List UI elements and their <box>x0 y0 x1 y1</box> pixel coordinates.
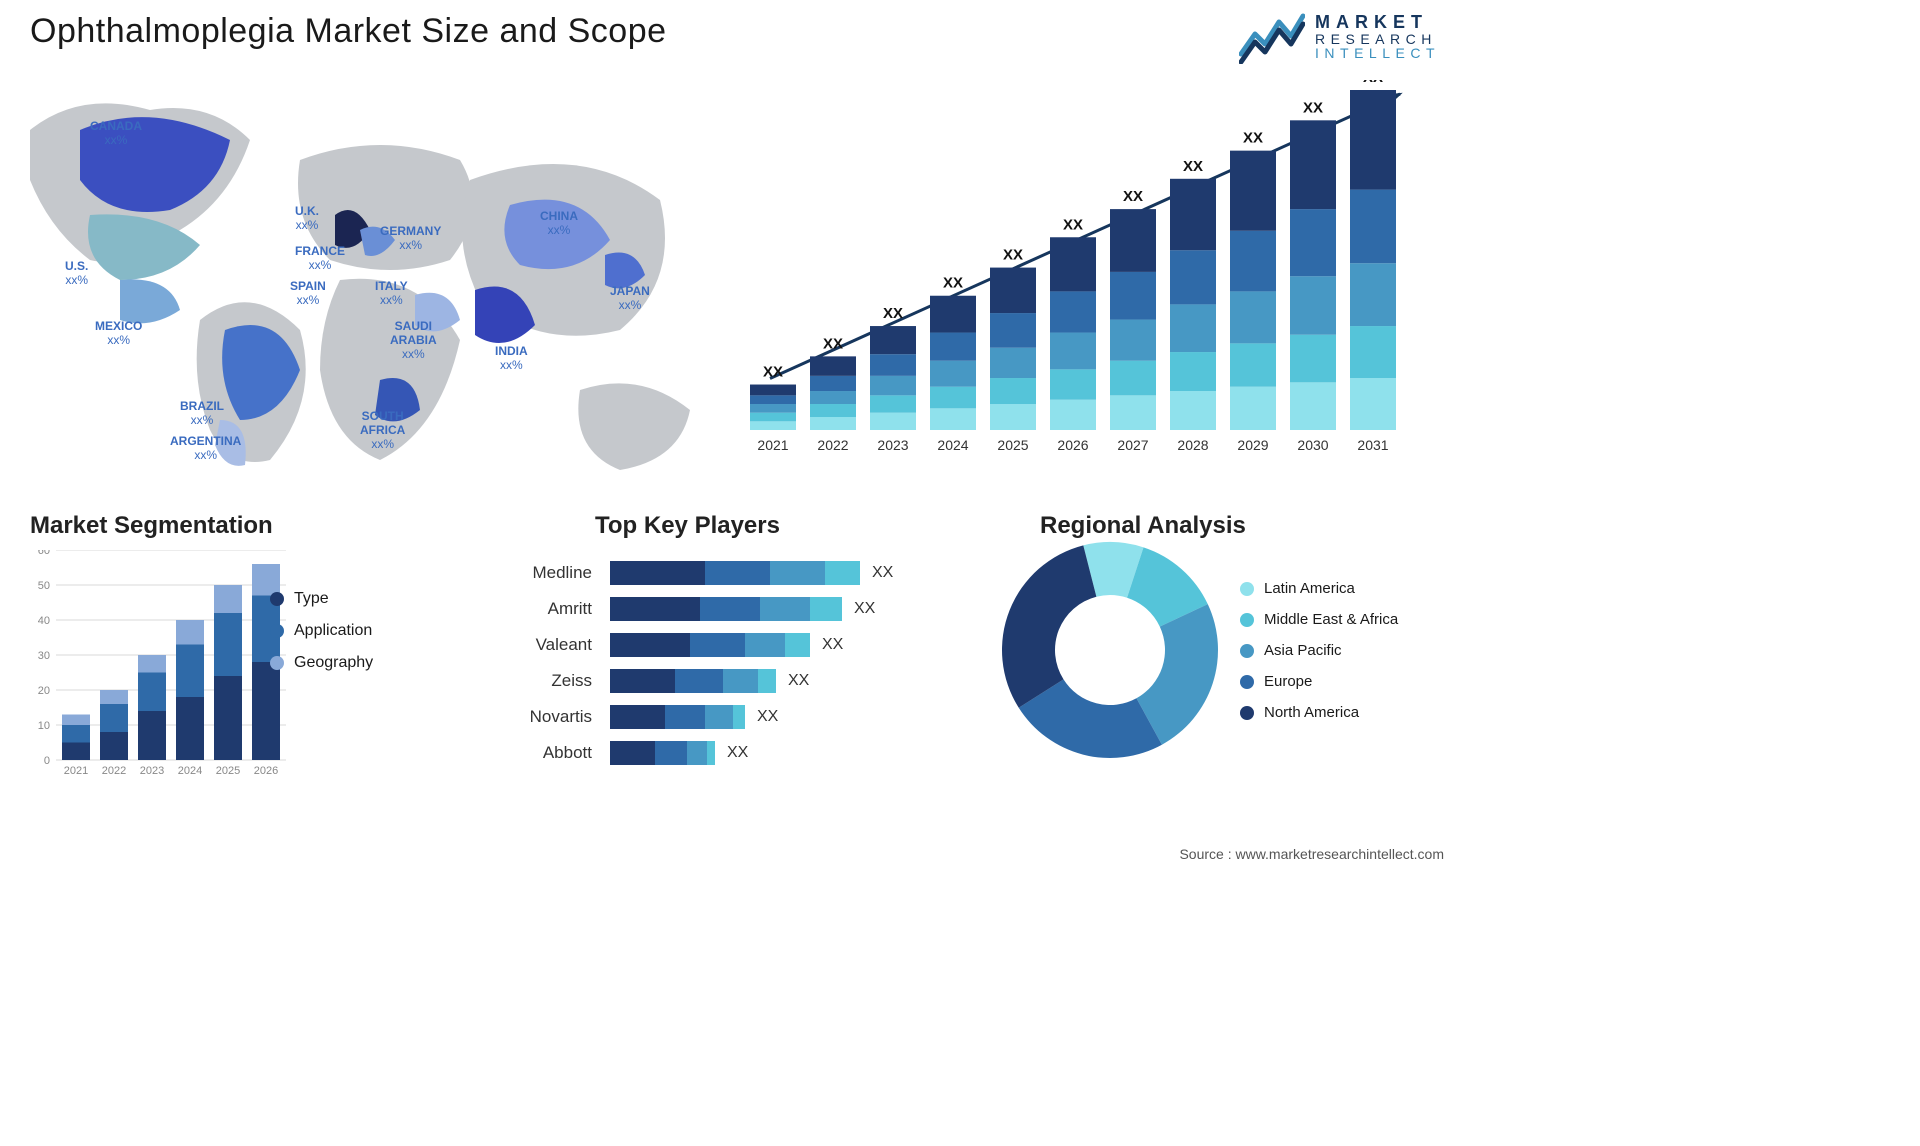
svg-text:2023: 2023 <box>140 765 164 777</box>
svg-text:2022: 2022 <box>102 765 126 777</box>
source-text: Source : www.marketresearchintellect.com <box>1179 846 1444 862</box>
segmentation-legend: Type Application Geography <box>270 590 373 686</box>
map-label: U.K.xx% <box>295 205 319 233</box>
map-label: ITALYxx% <box>375 280 408 308</box>
map-label: SOUTHAFRICAxx% <box>360 410 405 451</box>
keyplayer-row: ZeissXX <box>460 663 970 699</box>
segmentation-chart: 0 10 20 30 40 50 60 2021 2022 2023 2024 2025 2026 <box>30 550 450 820</box>
map-label: FRANCExx% <box>295 245 345 273</box>
map-label: CANADAxx% <box>90 120 142 148</box>
svg-text:10: 10 <box>38 720 50 732</box>
keyplayer-row: AbbottXX <box>460 735 970 771</box>
svg-text:2026: 2026 <box>1057 437 1088 453</box>
svg-text:XX: XX <box>943 275 963 292</box>
svg-text:XX: XX <box>1003 247 1023 264</box>
svg-text:40: 40 <box>38 615 50 627</box>
map-label: JAPANxx% <box>610 285 650 313</box>
map-label: GERMANYxx% <box>380 225 441 253</box>
legend-item: Europe <box>1240 673 1398 690</box>
legend-item: Middle East & Africa <box>1240 611 1398 628</box>
logo-mark-icon <box>1239 10 1305 64</box>
regional-legend: Latin America Middle East & Africa Asia Pa… <box>1240 580 1398 735</box>
svg-text:XX: XX <box>1303 99 1323 116</box>
brand-logo: MARKET RESEARCH INTELLECT <box>1239 10 1440 64</box>
map-label: SAUDIARABIAxx% <box>390 320 437 361</box>
svg-text:2022: 2022 <box>817 437 848 453</box>
map-label: BRAZILxx% <box>180 400 224 428</box>
logo-line1: MARKET <box>1315 13 1440 32</box>
keyplayer-row: MedlineXX <box>460 555 970 591</box>
keyplayers-chart: MedlineXXAmrittXXValeantXXZeissXXNovarti… <box>460 555 970 825</box>
svg-text:2027: 2027 <box>1117 437 1148 453</box>
svg-text:XX: XX <box>1063 216 1083 233</box>
legend-item: North America <box>1240 704 1398 721</box>
legend-item: Asia Pacific <box>1240 642 1398 659</box>
map-label: INDIAxx% <box>495 345 528 373</box>
svg-text:50: 50 <box>38 580 50 592</box>
keyplayer-row: ValeantXX <box>460 627 970 663</box>
map-label: MEXICOxx% <box>95 320 142 348</box>
svg-text:2028: 2028 <box>1177 437 1208 453</box>
svg-text:2025: 2025 <box>997 437 1028 453</box>
svg-text:XX: XX <box>823 335 843 352</box>
svg-text:2021: 2021 <box>64 765 88 777</box>
legend-item: Type <box>270 590 373 608</box>
keyplayer-row: AmrittXX <box>460 591 970 627</box>
logo-line3: INTELLECT <box>1315 46 1440 61</box>
svg-text:XX: XX <box>1363 80 1383 86</box>
map-label: U.S.xx% <box>65 260 88 288</box>
svg-text:60: 60 <box>38 550 50 557</box>
map-label: CHINAxx% <box>540 210 578 238</box>
legend-item: Geography <box>270 654 373 672</box>
svg-text:2024: 2024 <box>937 437 968 453</box>
svg-text:20: 20 <box>38 685 50 697</box>
world-map: CANADAxx% U.S.xx% MEXICOxx% BRAZILxx% ARGENT… <box>20 70 720 480</box>
segmentation-heading: Market Segmentation <box>30 512 273 540</box>
svg-text:XX: XX <box>1243 130 1263 147</box>
svg-text:2026: 2026 <box>254 765 278 777</box>
svg-text:XX: XX <box>763 364 783 381</box>
growth-chart: XX 2021 XX 2022 XX 2023 XX 2024 XX 2025 XX 2026 XX 20… <box>740 80 1440 480</box>
svg-text:2021: 2021 <box>757 437 788 453</box>
svg-text:2023: 2023 <box>877 437 908 453</box>
svg-text:2025: 2025 <box>216 765 240 777</box>
svg-text:0: 0 <box>44 755 50 767</box>
page-title: Ophthalmoplegia Market Size and Scope <box>30 12 667 51</box>
map-label: ARGENTINAxx% <box>170 435 241 463</box>
svg-text:2029: 2029 <box>1237 437 1268 453</box>
legend-item: Application <box>270 622 373 640</box>
svg-text:2031: 2031 <box>1357 437 1388 453</box>
svg-text:XX: XX <box>883 305 903 322</box>
logo-line2: RESEARCH <box>1315 32 1440 47</box>
svg-text:30: 30 <box>38 650 50 662</box>
map-label: SPAINxx% <box>290 280 326 308</box>
svg-text:XX: XX <box>1123 188 1143 205</box>
keyplayer-row: NovartisXX <box>460 699 970 735</box>
keyplayers-heading: Top Key Players <box>595 512 780 540</box>
svg-text:2030: 2030 <box>1297 437 1328 453</box>
legend-item: Latin America <box>1240 580 1398 597</box>
svg-text:2024: 2024 <box>178 765 202 777</box>
svg-text:XX: XX <box>1183 158 1203 175</box>
